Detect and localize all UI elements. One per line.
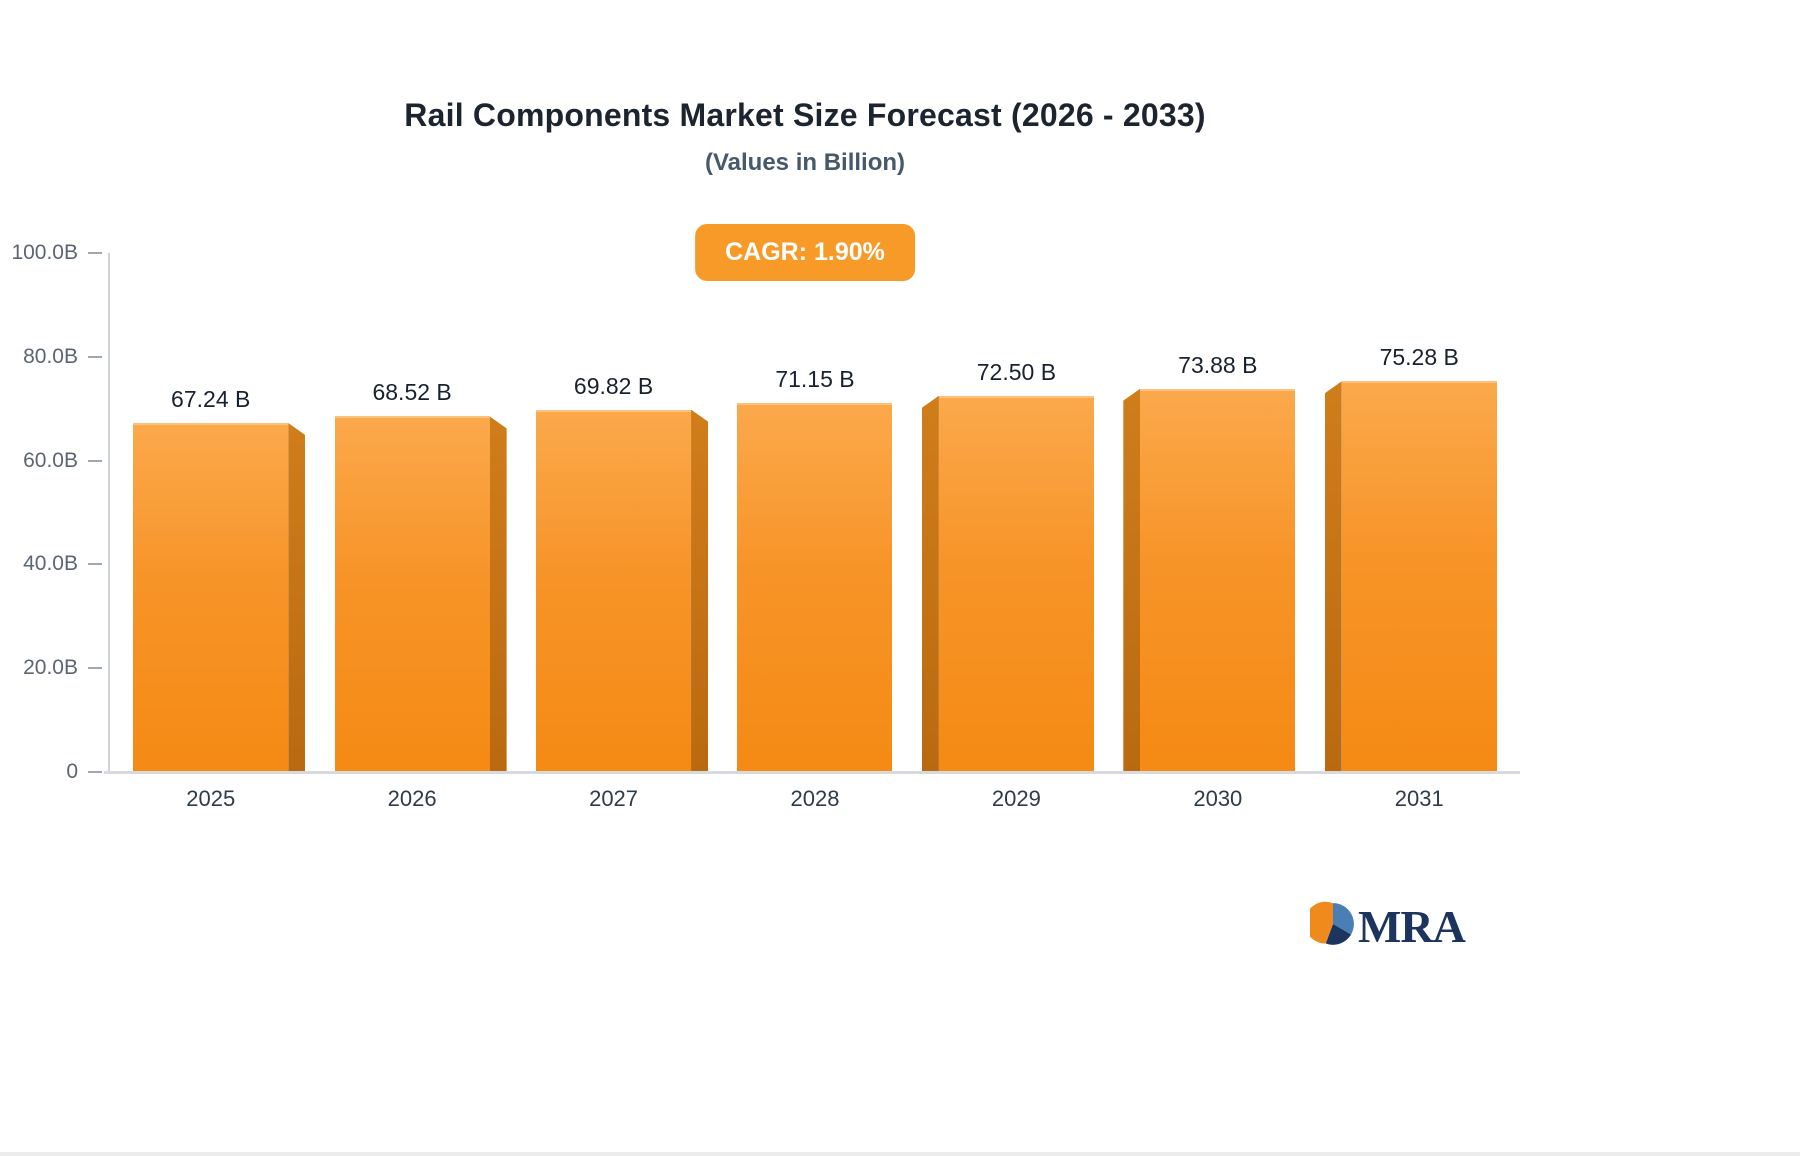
bar-value-label: 67.24 B (171, 386, 251, 413)
logo-pie-icon (1304, 901, 1356, 952)
chart-title: Rail Components Market Size Forecast (20… (404, 97, 1206, 133)
y-axis-tick-mark (88, 355, 102, 358)
bar-2029[interactable]: 72.50 B (938, 359, 1094, 772)
y-axis-tick-mark (88, 667, 102, 670)
bars-container: 67.24 B 68.52 B 69.82 B 71.15 B 72.50 B 73.88… (110, 253, 1520, 772)
bar-column: 73.88 B (1117, 253, 1318, 772)
plot-area: 67.24 B 68.52 B 69.82 B 71.15 B 72.50 B 73.88… (104, 253, 1520, 774)
chart-subtitle: (Values in Billion) (704, 149, 906, 176)
bar-2031[interactable]: 75.28 B (1341, 344, 1497, 772)
y-axis-tick-mark (88, 563, 102, 566)
bar-2026[interactable]: 68.52 B (334, 379, 490, 772)
bar-column: 69.82 B (513, 253, 714, 772)
y-axis: 100.0B 80.0B 60.0B 40.0B 20.0B 0 (0, 241, 102, 783)
y-axis-tick: 20.0B (23, 656, 102, 680)
bar-column: 71.15 B (714, 253, 915, 772)
y-axis-tick-mark (88, 771, 102, 773)
bar-column: 67.24 B (110, 253, 311, 772)
x-axis-label-2029: 2029 (991, 786, 1041, 811)
y-axis-tick: 100.0B (11, 241, 102, 265)
y-axis-tick-label: 100.0B (11, 241, 78, 264)
x-axis-label-2028: 2028 (790, 786, 840, 811)
bar-column: 75.28 B (1319, 253, 1520, 772)
y-axis-tick-label: 20.0B (23, 656, 78, 680)
y-axis-tick-label: 60.0B (23, 448, 78, 472)
bar-column: 72.50 B (916, 253, 1117, 772)
bar-value-label: 69.82 B (573, 372, 654, 399)
bar-value-label: 73.88 B (1178, 351, 1258, 378)
logo: MRA (1304, 900, 1466, 953)
bar-2030[interactable]: 73.88 B (1140, 352, 1296, 772)
bar-value-label: 71.15 B (775, 365, 855, 392)
y-axis-tick: 0 (66, 760, 102, 784)
bar-value-label: 68.52 B (372, 379, 452, 406)
page-bottom-edge (0, 1152, 1800, 1156)
x-axis-label-2026: 2026 (387, 786, 437, 811)
y-axis-tick-mark (88, 459, 102, 462)
x-axis-label-2025: 2025 (186, 786, 236, 811)
y-axis-tick: 80.0B (23, 345, 102, 369)
y-axis-tick-mark (88, 252, 102, 254)
y-axis-tick: 40.0B (23, 552, 102, 576)
bar-2028[interactable]: 71.15 B (737, 366, 893, 772)
cagr-badge: CAGR: 1.90% (695, 224, 915, 281)
y-axis-tick: 60.0B (23, 449, 102, 473)
x-axis-labels: 2025 2026 2027 2028 2029 2030 2031 (110, 786, 1520, 812)
x-axis-label-2031: 2031 (1394, 786, 1444, 811)
x-axis-label-2027: 2027 (589, 786, 639, 811)
bar-value-label: 72.50 B (976, 358, 1057, 385)
bar-2027[interactable]: 69.82 B (536, 373, 692, 772)
bar-value-label: 75.28 B (1379, 344, 1459, 371)
bar-column: 68.52 B (311, 253, 512, 772)
x-axis-label-2030: 2030 (1193, 786, 1243, 811)
y-axis-tick-label: 80.0B (23, 344, 78, 368)
y-axis-tick-label: 0 (66, 760, 78, 783)
logo-text: MRA (1358, 901, 1466, 952)
y-axis-tick-label: 40.0B (23, 552, 78, 576)
bar-2025[interactable]: 67.24 B (133, 386, 289, 772)
